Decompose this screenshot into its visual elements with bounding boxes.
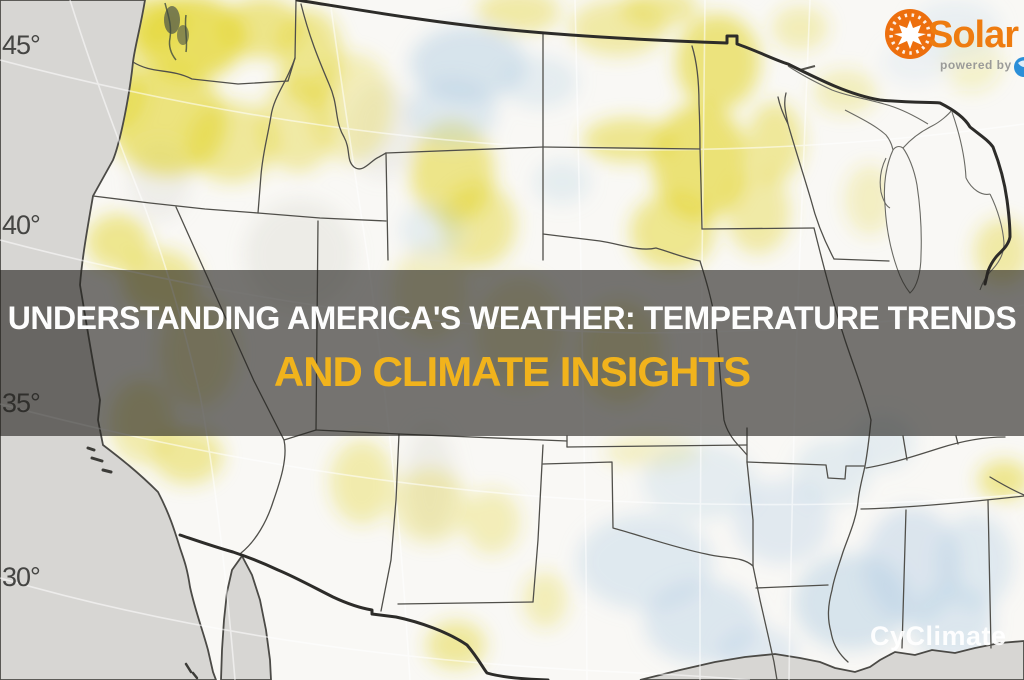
partner-globe-icon — [1014, 57, 1024, 77]
page-title-line2: AND CLIMATE INSIGHTS — [273, 348, 751, 396]
gulf-of-mexico — [639, 640, 1024, 680]
canada-border — [295, 0, 1012, 286]
brand-area: Solar powered by — [868, 6, 1024, 86]
baja-islands — [184, 662, 199, 680]
latitude-label-45: 45° — [2, 30, 41, 60]
channel-islands — [86, 446, 113, 474]
title-band — [0, 270, 1024, 436]
mexico-border — [178, 533, 550, 680]
gulf-of-california — [220, 554, 272, 680]
watermark: CyClimate — [870, 621, 1007, 651]
brand-name: Solar — [928, 14, 1019, 56]
coastal-details — [86, 2, 199, 680]
national-borders — [178, 0, 1012, 680]
powered-by-label: powered by — [940, 58, 1012, 72]
latitude-label-30: 30° — [2, 562, 41, 592]
lake-superior-shore — [787, 65, 929, 125]
page-title-line1: UNDERSTANDING AMERICA'S WEATHER: TEMPERA… — [7, 300, 1017, 336]
isle-royale — [799, 65, 816, 71]
title-banner: UNDERSTANDING AMERICA'S WEATHER: TEMPERA… — [0, 270, 1024, 436]
green-bay — [879, 157, 891, 209]
sun-logo-icon — [885, 9, 1024, 77]
latitude-label-40: 40° — [2, 210, 41, 240]
